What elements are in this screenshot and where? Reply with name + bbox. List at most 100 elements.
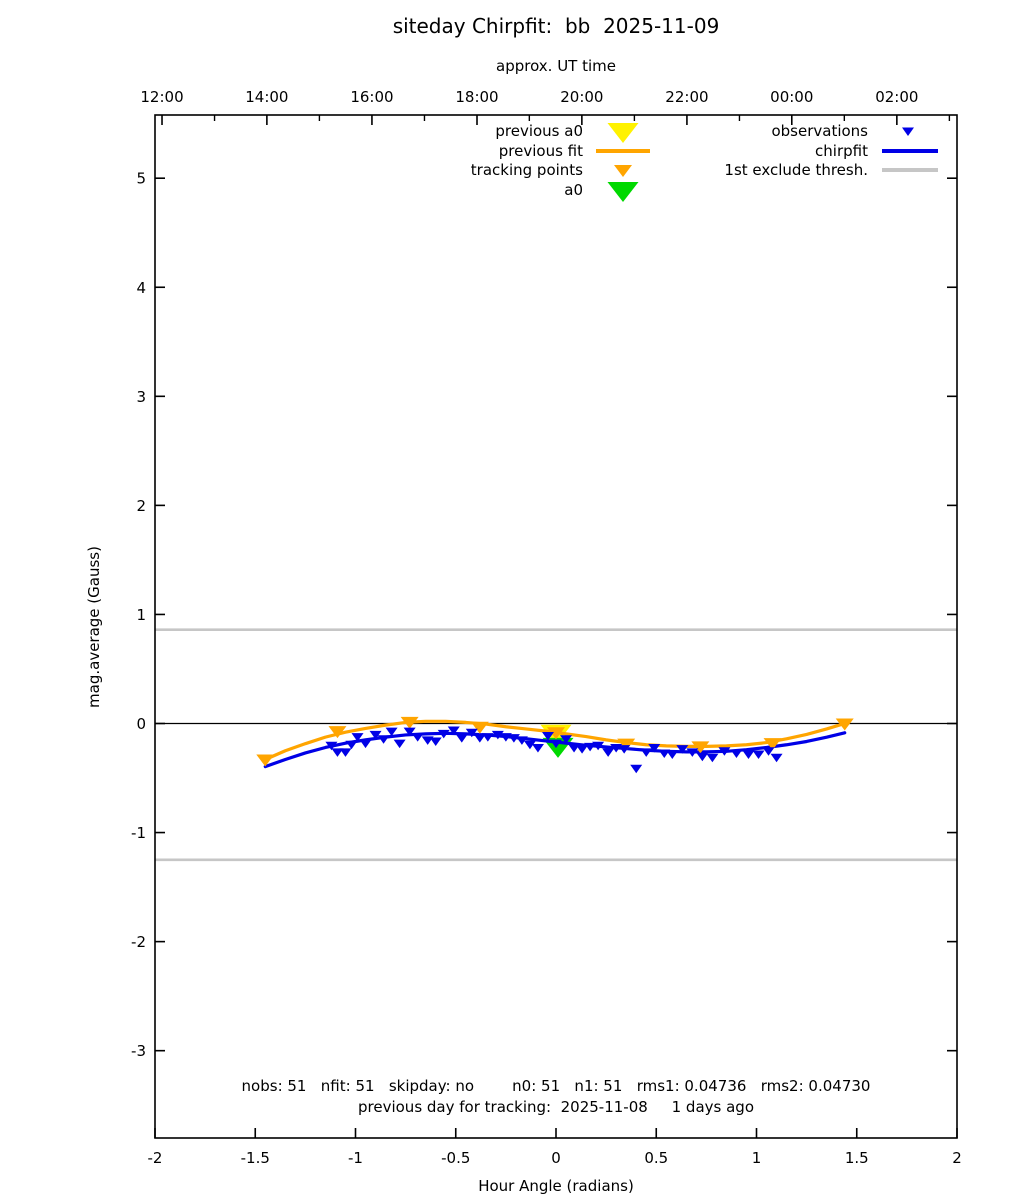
tracking-points-marker (763, 738, 782, 751)
observations-marker (523, 740, 536, 750)
observations-marker (393, 739, 406, 749)
observations-marker (481, 733, 494, 742)
legend-observations-swatch (902, 127, 914, 136)
x2-tick-label: 00:00 (770, 88, 813, 106)
y-tick-label: -1 (131, 824, 146, 842)
observations-marker (491, 730, 504, 740)
observations-marker (447, 726, 460, 736)
tracking-points-marker (400, 716, 419, 729)
observations-marker (377, 735, 390, 744)
observations-marker (584, 742, 597, 752)
x-tick-label: 0 (551, 1149, 561, 1167)
legend-label: observations (771, 122, 868, 140)
y-axis-title: mag.average (Gauss) (85, 546, 103, 708)
observations-marker (369, 730, 382, 740)
y-tick-label: -2 (131, 933, 146, 951)
observations-marker (359, 739, 372, 749)
x2-tick-label: 02:00 (875, 88, 918, 106)
observations-marker (515, 736, 528, 745)
tracking-points-marker (470, 721, 489, 734)
y-tick-label: 0 (136, 715, 146, 733)
observations-marker (742, 750, 755, 760)
observations-marker (696, 752, 709, 762)
observations-marker (331, 748, 344, 757)
observations-marker (648, 743, 661, 753)
x2-tick-label: 22:00 (665, 88, 708, 106)
observations-marker (706, 753, 719, 763)
observations-marker (541, 731, 554, 741)
observations-marker (666, 750, 679, 760)
tracking-points-marker (256, 754, 275, 767)
x-tick-label: -1.5 (241, 1149, 270, 1167)
observations-marker (385, 727, 398, 737)
observations-marker (752, 750, 765, 760)
observations-marker (345, 740, 358, 750)
legend-label: tracking points (471, 161, 583, 179)
observations-marker (429, 737, 442, 746)
x-tick-label: -1 (348, 1149, 363, 1167)
legend-a0-swatch (607, 182, 639, 202)
observations-marker (325, 741, 338, 751)
x-tick-label: -0.5 (441, 1149, 470, 1167)
tracking-points-marker (547, 727, 565, 740)
y-tick-label: 4 (136, 279, 146, 297)
observations-marker (550, 739, 562, 749)
observations-marker (770, 753, 783, 763)
observations-marker (411, 733, 424, 742)
legend-tracking-points-swatch (614, 165, 632, 177)
plot-frame (154, 114, 958, 1139)
observations-marker (465, 728, 478, 738)
observations-marker (602, 748, 615, 757)
tracking-points-marker (617, 738, 636, 751)
x2-tick-label: 12:00 (140, 88, 183, 106)
x2-tick-label: 14:00 (245, 88, 288, 106)
observations-marker (686, 748, 699, 757)
observations-marker (403, 727, 416, 737)
observations-marker (630, 764, 643, 774)
top-axis-title: approx. UT time (496, 57, 616, 75)
x-tick-label: -2 (148, 1149, 163, 1167)
observations-marker (351, 733, 364, 742)
observations-marker (339, 748, 352, 757)
legend-label: previous fit (499, 142, 583, 160)
x-tick-label: 1 (752, 1149, 762, 1167)
observations-marker (730, 749, 743, 758)
legend-label: previous a0 (495, 122, 583, 140)
observations-marker (762, 747, 775, 756)
x2-tick-label: 16:00 (350, 88, 393, 106)
y-tick-label: 3 (136, 388, 146, 406)
observations-marker (640, 748, 653, 757)
observations-marker (531, 743, 544, 753)
observations-marker (618, 745, 631, 754)
tracking-points-marker (835, 718, 854, 731)
observations-marker (592, 741, 605, 751)
observations-marker (676, 745, 689, 754)
legend-previous-a0-swatch (607, 123, 639, 143)
observations-marker (560, 735, 573, 744)
y-tick-label: 2 (136, 497, 146, 515)
x-tick-label: 1.5 (845, 1149, 869, 1167)
x-tick-label: 2 (952, 1149, 962, 1167)
observations-marker (437, 729, 450, 739)
plot-area: 5 4 3 2 1 0 -1 -2 -3 -2 -1.5 -1 -0.5 0 0.5 1 1.5 2 12:00 14… (131, 88, 962, 1167)
page-title: siteday Chirpfit: bb 2025-11-09 (393, 14, 720, 38)
observations-marker (718, 747, 731, 756)
tracking-points-marker (328, 726, 347, 739)
legend-label: a0 (564, 181, 583, 199)
x2-tick-label: 18:00 (455, 88, 498, 106)
observations-marker (507, 734, 520, 743)
observations-marker (576, 745, 589, 754)
stats-line-1: nobs: 51 nfit: 51 skipday: no n0: 51 n1:… (242, 1077, 871, 1095)
observations-marker (455, 734, 468, 743)
x-axis-title: Hour Angle (radians) (478, 1177, 634, 1195)
tracking-points-marker (691, 741, 710, 754)
x-tick-label: 0.5 (644, 1149, 668, 1167)
legend-label: 1st exclude thresh. (724, 161, 868, 179)
y-tick-label: 1 (136, 606, 146, 624)
legend-label: chirpfit (815, 142, 868, 160)
y-tick-label: -3 (131, 1042, 146, 1060)
y-tick-label: 5 (136, 170, 146, 188)
